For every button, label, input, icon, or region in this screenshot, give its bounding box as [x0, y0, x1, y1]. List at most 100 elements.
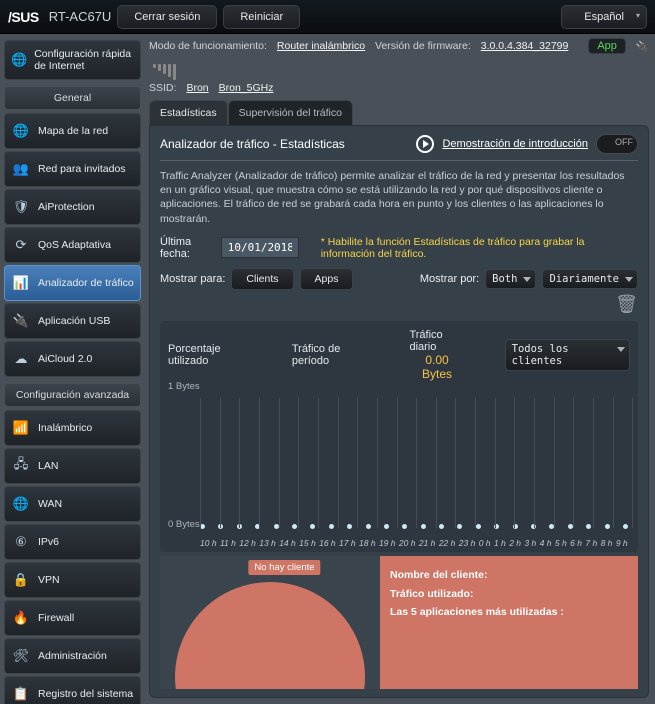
sidebar-icon: 🔌 — [11, 311, 31, 331]
sidebar-item-label: Analizador de tráfico — [38, 277, 134, 289]
client-panel: Nombre del cliente: Tráfico utilizado: L… — [380, 556, 638, 689]
plug-icon: 🔌 — [636, 40, 649, 53]
sidebar-item-5[interactable]: 🔌 Aplicación USB — [4, 303, 141, 339]
app-badge[interactable]: App — [588, 38, 626, 54]
sidebar-item-label: Aplicación USB — [38, 315, 110, 327]
no-client-badge: No hay cliente — [248, 560, 320, 575]
signal-icon — [153, 64, 176, 80]
sidebar-adv-item-1[interactable]: 🖧 LAN — [4, 448, 141, 484]
trash-icon[interactable]: 🗑 — [615, 294, 638, 315]
tab-traffic-monitor[interactable]: Supervisión del tráfico — [228, 100, 353, 125]
showfor-label: Mostrar para: — [160, 273, 225, 285]
sidebar-quick-setup[interactable]: 🌐 Configuración rápida de Internet — [4, 40, 141, 80]
sidebar-item-label: Configuración rápida de Internet — [34, 48, 134, 72]
sidebar-item-label: AiCloud 2.0 — [38, 353, 92, 365]
top-bar: /SUS RT-AC67U Cerrar sesión Reiniciar Es… — [0, 0, 655, 34]
sidebar-item-label: VPN — [38, 574, 60, 586]
language-select[interactable]: Español — [561, 5, 647, 29]
pie-wrap: No hay cliente — [160, 556, 380, 689]
apps-button[interactable]: Apps — [300, 268, 354, 290]
sidebar-adv-item-5[interactable]: 🔥Firewall — [4, 600, 141, 636]
client-traffic-label: Tráfico utilizado: — [390, 588, 473, 600]
sidebar-adv-item-0[interactable]: 📶Inalámbrico — [4, 410, 141, 446]
chart-body: 0 Bytes 10 h11 h12 h13 h14 h15 h16 h17 h… — [168, 398, 630, 548]
bottom-row: No hay cliente Nombre del cliente: Tráfi… — [160, 556, 638, 689]
sidebar-icon: 🛠 — [11, 646, 31, 666]
lastdate-label: Última fecha: — [160, 236, 215, 260]
sidebar-adv-item-2[interactable]: 🌐 WAN — [4, 486, 141, 522]
sidebar-item-label: Administración — [38, 650, 107, 662]
mode-label: Modo de funcionamiento: — [149, 40, 267, 52]
sidebar-icon: ☁ — [11, 349, 31, 369]
sidebar-header-general: General — [4, 86, 141, 110]
logout-button[interactable]: Cerrar sesión — [117, 5, 217, 29]
sidebar-item-0[interactable]: 🌐 Mapa de la red — [4, 113, 141, 149]
sidebar-icon: 🌐 — [11, 494, 31, 514]
sidebar-icon: ⟳ — [11, 235, 31, 255]
sidebar-adv-item-6[interactable]: 🛠 Administración — [4, 638, 141, 674]
sidebar-icon: 👥 — [11, 159, 31, 179]
sidebar-item-label: Registro del sistema — [38, 688, 133, 700]
sidebar-icon: 🔥 — [11, 608, 31, 628]
warn-text: * Habilite la función Estadísticas de tr… — [321, 236, 638, 260]
sidebar-icon: 🛡 — [11, 197, 31, 217]
toggle-off-label: OFF — [615, 137, 633, 147]
sidebar: 🌐 Configuración rápida de Internet Gener… — [0, 34, 145, 704]
sidebar-item-label: IPv6 — [38, 536, 59, 548]
sidebar-item-3[interactable]: ⟳ QoS Adaptativa — [4, 227, 141, 263]
sidebar-icon: 📶 — [11, 418, 31, 438]
ssid-label: SSID: — [149, 82, 176, 94]
y-axis-top: 1 Bytes — [168, 381, 630, 392]
sidebar-item-label: QoS Adaptativa — [38, 239, 111, 251]
sidebar-icon: ⑥ — [11, 532, 31, 552]
sidebar-item-label: WAN — [38, 498, 62, 510]
client-topapps-label: Las 5 aplicaciones más utilizadas : — [390, 606, 564, 618]
sidebar-adv-item-3[interactable]: ⑥ IPv6 — [4, 524, 141, 560]
sidebar-item-1[interactable]: 👥 Red para invitados — [4, 151, 141, 187]
clients-button[interactable]: Clients — [231, 268, 293, 290]
sidebar-item-label: Mapa de la red — [38, 125, 108, 137]
sidebar-item-label: Red para invitados — [38, 163, 126, 175]
sidebar-item-6[interactable]: ☁ AiCloud 2.0 — [4, 341, 141, 377]
demo-link[interactable]: Demostración de introducción — [442, 138, 588, 150]
chart-col-daily: Tráfico diario — [409, 329, 464, 353]
tab-statistics[interactable]: Estadísticas — [149, 100, 228, 125]
ssid-2[interactable]: Bron_5GHz — [219, 82, 274, 94]
main-panel: Analizador de tráfico - Estadísticas Dem… — [149, 125, 649, 698]
showby-label: Mostrar por: — [420, 273, 479, 285]
brand-logo: /SUS — [8, 9, 39, 25]
sidebar-icon: 📋 — [11, 684, 31, 704]
lastdate-input[interactable] — [221, 237, 299, 258]
y-axis-bottom: 0 Bytes — [168, 519, 200, 530]
sidebar-icon: 🖧 — [11, 456, 31, 476]
sidebar-icon: 🌐 — [11, 121, 31, 141]
panel-title: Analizador de tráfico - Estadísticas — [160, 137, 345, 151]
pie-chart — [175, 582, 365, 689]
panel-description: Traffic Analyzer (Analizador de tráfico)… — [160, 161, 638, 232]
period-select[interactable]: Diariamente — [542, 269, 638, 289]
clients-filter-select[interactable]: Todos los clientes — [505, 339, 630, 371]
reboot-button[interactable]: Reiniciar — [223, 5, 300, 29]
sidebar-item-label: LAN — [38, 460, 58, 472]
sidebar-header-advanced: Configuración avanzada — [4, 383, 141, 407]
sidebar-adv-item-7[interactable]: 📋 Registro del sistema — [4, 676, 141, 704]
ssid-1[interactable]: Bron — [186, 82, 208, 94]
sidebar-item-4[interactable]: 📊 Analizador de tráfico — [4, 265, 141, 301]
mode-value[interactable]: Router inalámbrico — [277, 40, 365, 52]
play-icon[interactable] — [416, 135, 434, 153]
showby-select[interactable]: Both — [485, 269, 536, 289]
sidebar-adv-item-4[interactable]: 🔒 VPN — [4, 562, 141, 598]
content: Modo de funcionamiento: Router inalámbri… — [145, 34, 655, 704]
sidebar-item-label: AiProtection — [38, 201, 95, 213]
model-label: RT-AC67U — [49, 9, 112, 24]
sidebar-icon: 🔒 — [11, 570, 31, 590]
chart-col-usage: Porcentaje utilizado — [168, 343, 252, 367]
sidebar-icon: 📊 — [11, 273, 31, 293]
chart-area: Porcentaje utilizado Tráfico de período … — [160, 321, 638, 552]
fw-label: Versión de firmware: — [375, 40, 471, 52]
chart-col-period: Tráfico de período — [292, 343, 370, 367]
sidebar-item-2[interactable]: 🛡 AiProtection — [4, 189, 141, 225]
fw-value[interactable]: 3.0.0.4.384_32799 — [481, 40, 569, 52]
feature-toggle[interactable]: OFF — [596, 134, 638, 154]
client-name-label: Nombre del cliente: — [390, 569, 487, 581]
